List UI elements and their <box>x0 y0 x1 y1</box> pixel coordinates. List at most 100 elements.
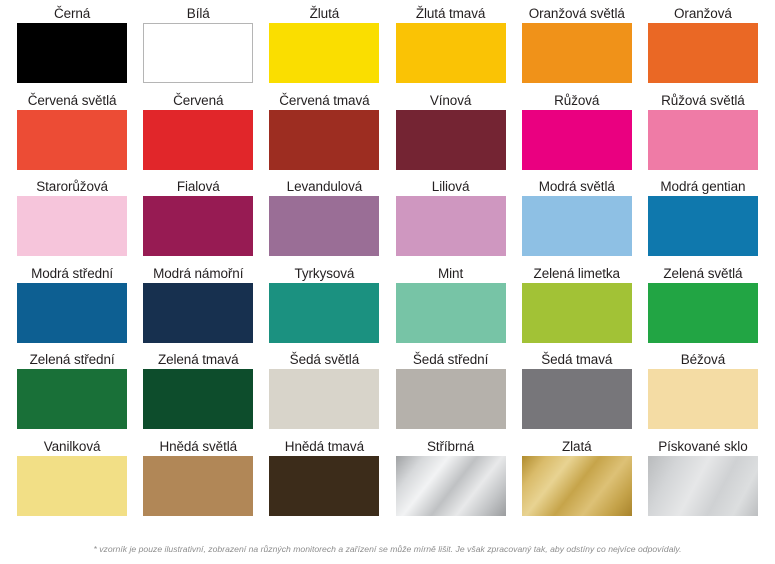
swatch-cell[interactable]: Stříbrná <box>387 437 513 524</box>
swatch-chip[interactable] <box>521 23 632 83</box>
swatch-chip[interactable] <box>143 282 254 343</box>
swatch-chip[interactable] <box>647 109 758 170</box>
swatch-label: Zlatá <box>561 438 592 454</box>
swatch-chip[interactable] <box>17 23 128 83</box>
swatch-chip[interactable] <box>269 282 380 343</box>
swatch-cell[interactable]: Šedá střední <box>387 350 513 437</box>
swatch-chip[interactable] <box>143 196 254 256</box>
swatch-cell[interactable]: Vanilková <box>9 437 135 524</box>
swatch-chip[interactable] <box>269 196 380 256</box>
swatch-chip[interactable] <box>647 282 758 343</box>
swatch-cell[interactable]: Žlutá <box>261 4 387 91</box>
swatch-chip[interactable] <box>647 196 758 256</box>
swatch-cell[interactable]: Tyrkysová <box>261 264 387 351</box>
swatch-cell[interactable]: Oranžová <box>640 4 766 91</box>
swatch-chip[interactable] <box>17 196 128 256</box>
swatch-chip[interactable] <box>647 23 758 83</box>
swatch-label: Vínová <box>429 92 472 108</box>
swatch-cell[interactable]: Černá <box>9 4 135 91</box>
swatch-label: Červená <box>173 92 224 108</box>
swatch-chip[interactable] <box>143 109 254 170</box>
swatch-cell[interactable]: Starorůžová <box>9 177 135 264</box>
swatch-chip[interactable] <box>395 109 506 170</box>
swatch-label: Šedá tmavá <box>541 352 613 367</box>
swatch-chip[interactable] <box>143 455 254 516</box>
swatch-cell[interactable]: Zelená světlá <box>640 264 766 351</box>
swatch-label: Oranžová <box>674 6 732 21</box>
swatch-cell[interactable]: Liliová <box>387 177 513 264</box>
swatch-cell[interactable]: Béžová <box>640 350 766 437</box>
swatch-cell[interactable]: Mint <box>387 264 513 351</box>
swatch-label: Oranžová světlá <box>528 6 625 21</box>
swatch-cell[interactable]: Zelená tmavá <box>135 350 261 437</box>
swatch-cell[interactable]: Červená světlá <box>9 91 135 178</box>
swatch-chip[interactable] <box>395 282 506 343</box>
swatch-cell[interactable]: Hnědá světlá <box>135 437 261 524</box>
swatch-chip[interactable] <box>143 23 254 83</box>
swatch-cell[interactable]: Růžová <box>514 91 640 178</box>
swatch-cell[interactable]: Zelená střední <box>9 350 135 437</box>
swatch-chip[interactable] <box>17 109 128 170</box>
swatch-chip[interactable] <box>269 455 380 516</box>
swatch-label: Zelená limetka <box>533 265 620 281</box>
swatch-label: Pískované sklo <box>658 438 748 454</box>
swatch-label: Mint <box>438 265 464 281</box>
swatch-label: Zelená světlá <box>663 265 743 281</box>
swatch-chip[interactable] <box>395 196 506 256</box>
swatch-label: Modrá gentian <box>660 179 746 194</box>
swatch-chip[interactable] <box>395 455 506 516</box>
swatch-label: Žlutá tmavá <box>415 6 486 21</box>
swatch-chip[interactable] <box>395 23 506 83</box>
swatch-cell[interactable]: Červená <box>135 91 261 178</box>
swatch-cell[interactable]: Červená tmavá <box>261 91 387 178</box>
swatch-label: Růžová světlá <box>661 92 745 108</box>
swatch-chip[interactable] <box>17 282 128 343</box>
swatch-label: Modrá střední <box>31 265 114 281</box>
swatch-cell[interactable]: Pískované sklo <box>640 437 766 524</box>
swatch-label: Modrá světlá <box>538 179 615 194</box>
swatch-chip[interactable] <box>17 369 128 429</box>
swatch-chip[interactable] <box>269 109 380 170</box>
swatch-label: Hnědá světlá <box>159 438 238 454</box>
swatch-label: Šedá světlá <box>289 352 360 367</box>
swatch-cell[interactable]: Šedá světlá <box>261 350 387 437</box>
swatch-chip[interactable] <box>521 196 632 256</box>
swatch-chip[interactable] <box>521 282 632 343</box>
swatch-cell[interactable]: Modrá světlá <box>514 177 640 264</box>
swatch-cell[interactable]: Modrá námořní <box>135 264 261 351</box>
swatch-cell[interactable]: Modrá střední <box>9 264 135 351</box>
swatch-cell[interactable]: Hnědá tmavá <box>261 437 387 524</box>
swatch-cell[interactable]: Modrá gentian <box>640 177 766 264</box>
swatch-label: Hnědá tmavá <box>284 438 364 454</box>
swatch-grid: Černá Bílá Žlutá Žlutá tmavá Oranžová světlá… <box>9 4 766 524</box>
swatch-label: Zelená střední <box>29 352 115 367</box>
swatch-cell[interactable]: Šedá tmavá <box>514 350 640 437</box>
swatch-chip[interactable] <box>269 23 380 83</box>
swatch-chip[interactable] <box>269 369 380 429</box>
swatch-label: Růžová <box>554 92 600 108</box>
swatch-cell[interactable]: Fialová <box>135 177 261 264</box>
swatch-cell[interactable]: Vínová <box>387 91 513 178</box>
swatch-label: Tyrkysová <box>294 265 355 281</box>
swatch-cell[interactable]: Levandulová <box>261 177 387 264</box>
swatch-chip[interactable] <box>17 455 128 516</box>
swatch-cell[interactable]: Zelená limetka <box>514 264 640 351</box>
swatch-cell[interactable]: Oranžová světlá <box>514 4 640 91</box>
swatch-cell[interactable]: Žlutá tmavá <box>387 4 513 91</box>
swatch-cell[interactable]: Bílá <box>135 4 261 91</box>
swatch-chip[interactable] <box>521 109 632 170</box>
swatch-label: Vanilková <box>43 438 101 454</box>
swatch-chip[interactable] <box>143 369 254 429</box>
swatch-label: Liliová <box>431 179 470 194</box>
swatch-label: Bílá <box>186 6 210 21</box>
swatch-label: Levandulová <box>286 179 363 194</box>
swatch-cell[interactable]: Zlatá <box>514 437 640 524</box>
swatch-label: Fialová <box>176 179 220 194</box>
swatch-chip[interactable] <box>647 369 758 429</box>
swatch-cell[interactable]: Růžová světlá <box>640 91 766 178</box>
swatch-chip[interactable] <box>521 455 632 516</box>
swatch-chip[interactable] <box>647 455 758 516</box>
swatch-chip[interactable] <box>395 369 506 429</box>
swatch-chip[interactable] <box>521 369 632 429</box>
